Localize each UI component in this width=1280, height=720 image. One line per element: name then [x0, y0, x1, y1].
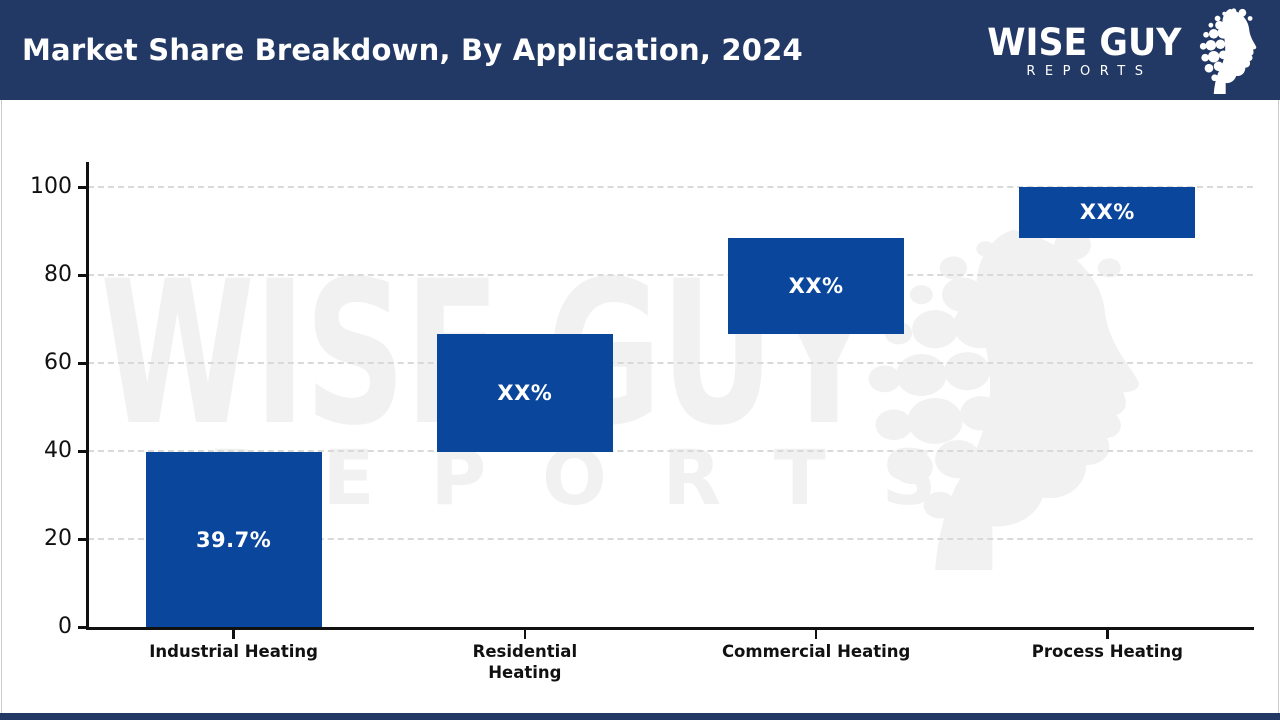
gridline	[88, 362, 1253, 364]
y-tick	[78, 538, 88, 541]
gridline	[88, 450, 1253, 452]
bar-value-label: XX%	[1079, 200, 1135, 225]
bar: XX%	[436, 334, 613, 453]
logo-subtitle: REPORTS	[1026, 64, 1153, 79]
bar: XX%	[1019, 187, 1196, 238]
y-tick	[78, 186, 88, 189]
y-tick	[78, 450, 88, 453]
x-tick	[232, 629, 235, 639]
bar: 39.7%	[145, 452, 322, 627]
x-tick	[523, 629, 527, 639]
y-tick-label: 60	[44, 350, 72, 375]
page-header: Market Share Breakdown, By Application, …	[0, 0, 1280, 100]
x-tick	[1106, 629, 1109, 639]
y-axis-spine	[86, 162, 89, 630]
category-label: Industrial Heating	[149, 642, 318, 661]
y-tick	[78, 626, 88, 629]
logo-wordmark: WISE GUY	[987, 21, 1182, 64]
page-title: Market Share Breakdown, By Application, …	[22, 33, 803, 67]
category-label: Residential Heating	[472, 642, 578, 683]
category-label: Process Heating	[1031, 642, 1183, 661]
wiseguy-logo: WISE GUY REPORTS	[981, 5, 1270, 97]
logo-text: WISE GUY REPORTS	[981, 24, 1188, 78]
y-tick-label: 40	[44, 438, 72, 463]
x-axis-spine	[86, 627, 1254, 630]
bar: XX%	[728, 237, 905, 335]
bar-value-label: 39.7%	[195, 527, 272, 552]
gridline	[88, 538, 1253, 540]
y-tick-label: 0	[58, 614, 72, 639]
y-tick-label: 80	[44, 262, 72, 287]
bar-value-label: XX%	[788, 273, 844, 298]
y-tick-label: 20	[44, 526, 72, 551]
x-tick	[814, 629, 818, 639]
y-tick-label: 100	[30, 174, 72, 199]
bar-value-label: XX%	[497, 381, 553, 406]
y-tick	[78, 274, 88, 277]
category-label: Commercial Heating	[721, 642, 911, 661]
gridline	[88, 186, 1253, 188]
gridline	[88, 274, 1253, 276]
wiseguy-head-icon	[1199, 8, 1257, 95]
y-tick	[78, 362, 88, 365]
page-footer	[0, 713, 1280, 720]
